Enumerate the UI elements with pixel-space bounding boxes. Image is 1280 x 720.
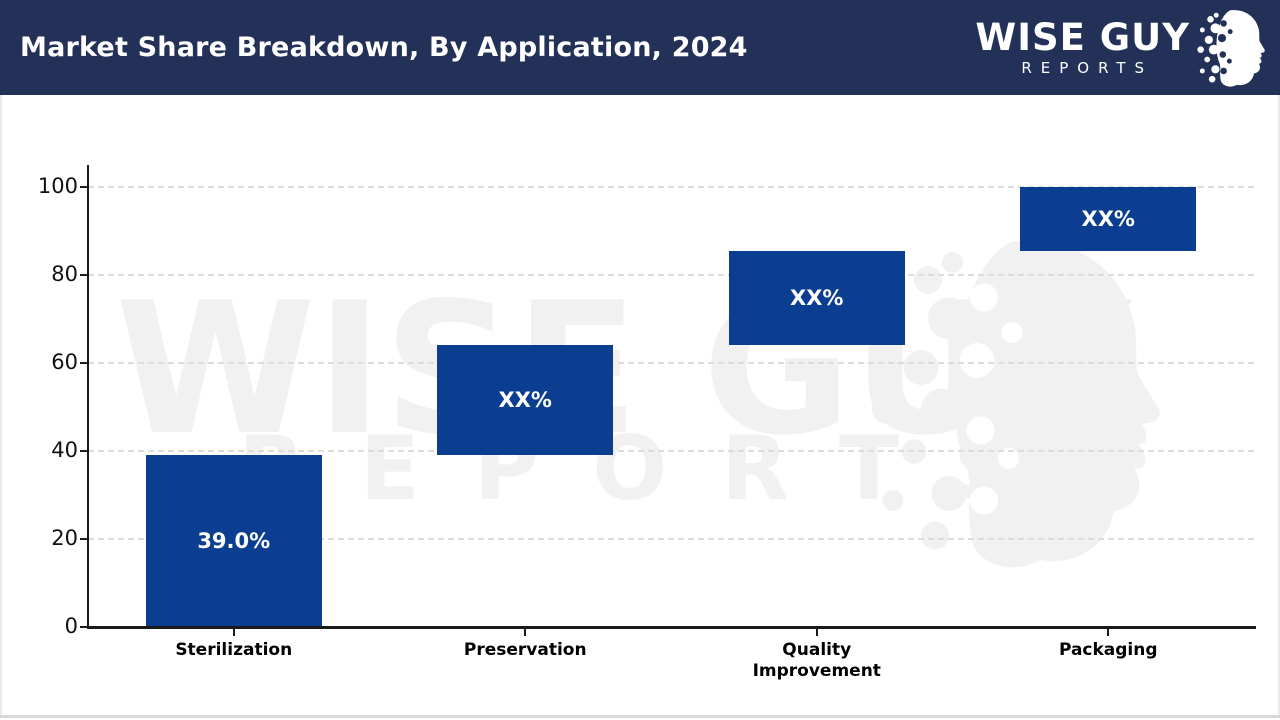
wiseguy-head-watermark-icon xyxy=(872,240,1160,568)
x-axis-line xyxy=(87,626,1256,629)
bar-packaging: XX% xyxy=(1020,187,1197,251)
y-tick-80 xyxy=(80,274,88,276)
y-tick-label-0: 0 xyxy=(64,614,78,638)
y-tick-label-80: 80 xyxy=(51,262,78,286)
header-bar: Market Share Breakdown, By Application, … xyxy=(0,0,1280,95)
left-border-line xyxy=(0,95,2,715)
y-tick-40 xyxy=(80,450,88,452)
y-tick-label-100: 100 xyxy=(37,174,78,198)
x-category-label: Preservation xyxy=(463,640,587,660)
brand-name: WISE GUY xyxy=(975,16,1190,59)
brand-tagline: REPORTS xyxy=(1021,59,1154,77)
x-category-label: Packaging xyxy=(1058,640,1158,660)
brand-logo: WISE GUY REPORTS xyxy=(975,6,1268,90)
y-axis-line xyxy=(87,165,89,628)
bar-value-label: XX% xyxy=(790,286,844,311)
gridline-60 xyxy=(88,362,1254,364)
x-category-label: Sterilization xyxy=(175,640,293,660)
y-tick-20 xyxy=(80,538,88,540)
y-tick-60 xyxy=(80,362,88,364)
bottom-border-line xyxy=(0,715,1280,718)
bar-quality-improvement: XX% xyxy=(728,250,905,346)
y-tick-0 xyxy=(80,626,88,628)
brand-logo-text: WISE GUY REPORTS xyxy=(975,16,1190,78)
right-border-line xyxy=(1278,95,1280,715)
bar-value-label: 39.0% xyxy=(197,529,271,554)
wiseguy-head-icon xyxy=(1197,10,1265,87)
y-tick-label-60: 60 xyxy=(51,350,78,374)
gridline-20 xyxy=(88,538,1254,540)
y-tick-label-40: 40 xyxy=(51,438,78,462)
gridline-40 xyxy=(88,450,1254,452)
bar-value-label: XX% xyxy=(1081,206,1135,231)
bar-preservation: XX% xyxy=(437,345,614,456)
bar-sterilization: 39.0% xyxy=(145,455,322,627)
gridline-100 xyxy=(88,186,1254,188)
x-tick-3 xyxy=(815,629,818,636)
y-tick-100 xyxy=(80,186,88,188)
y-tick-label-20: 20 xyxy=(51,526,78,550)
page-title: Market Share Breakdown, By Application, … xyxy=(20,32,748,63)
x-tick-1 xyxy=(232,629,235,636)
bar-value-label: XX% xyxy=(498,388,552,413)
x-tick-4 xyxy=(1107,629,1110,636)
gridline-80 xyxy=(88,274,1254,276)
x-category-label: Quality Improvement xyxy=(752,640,881,682)
x-tick-2 xyxy=(524,629,527,636)
